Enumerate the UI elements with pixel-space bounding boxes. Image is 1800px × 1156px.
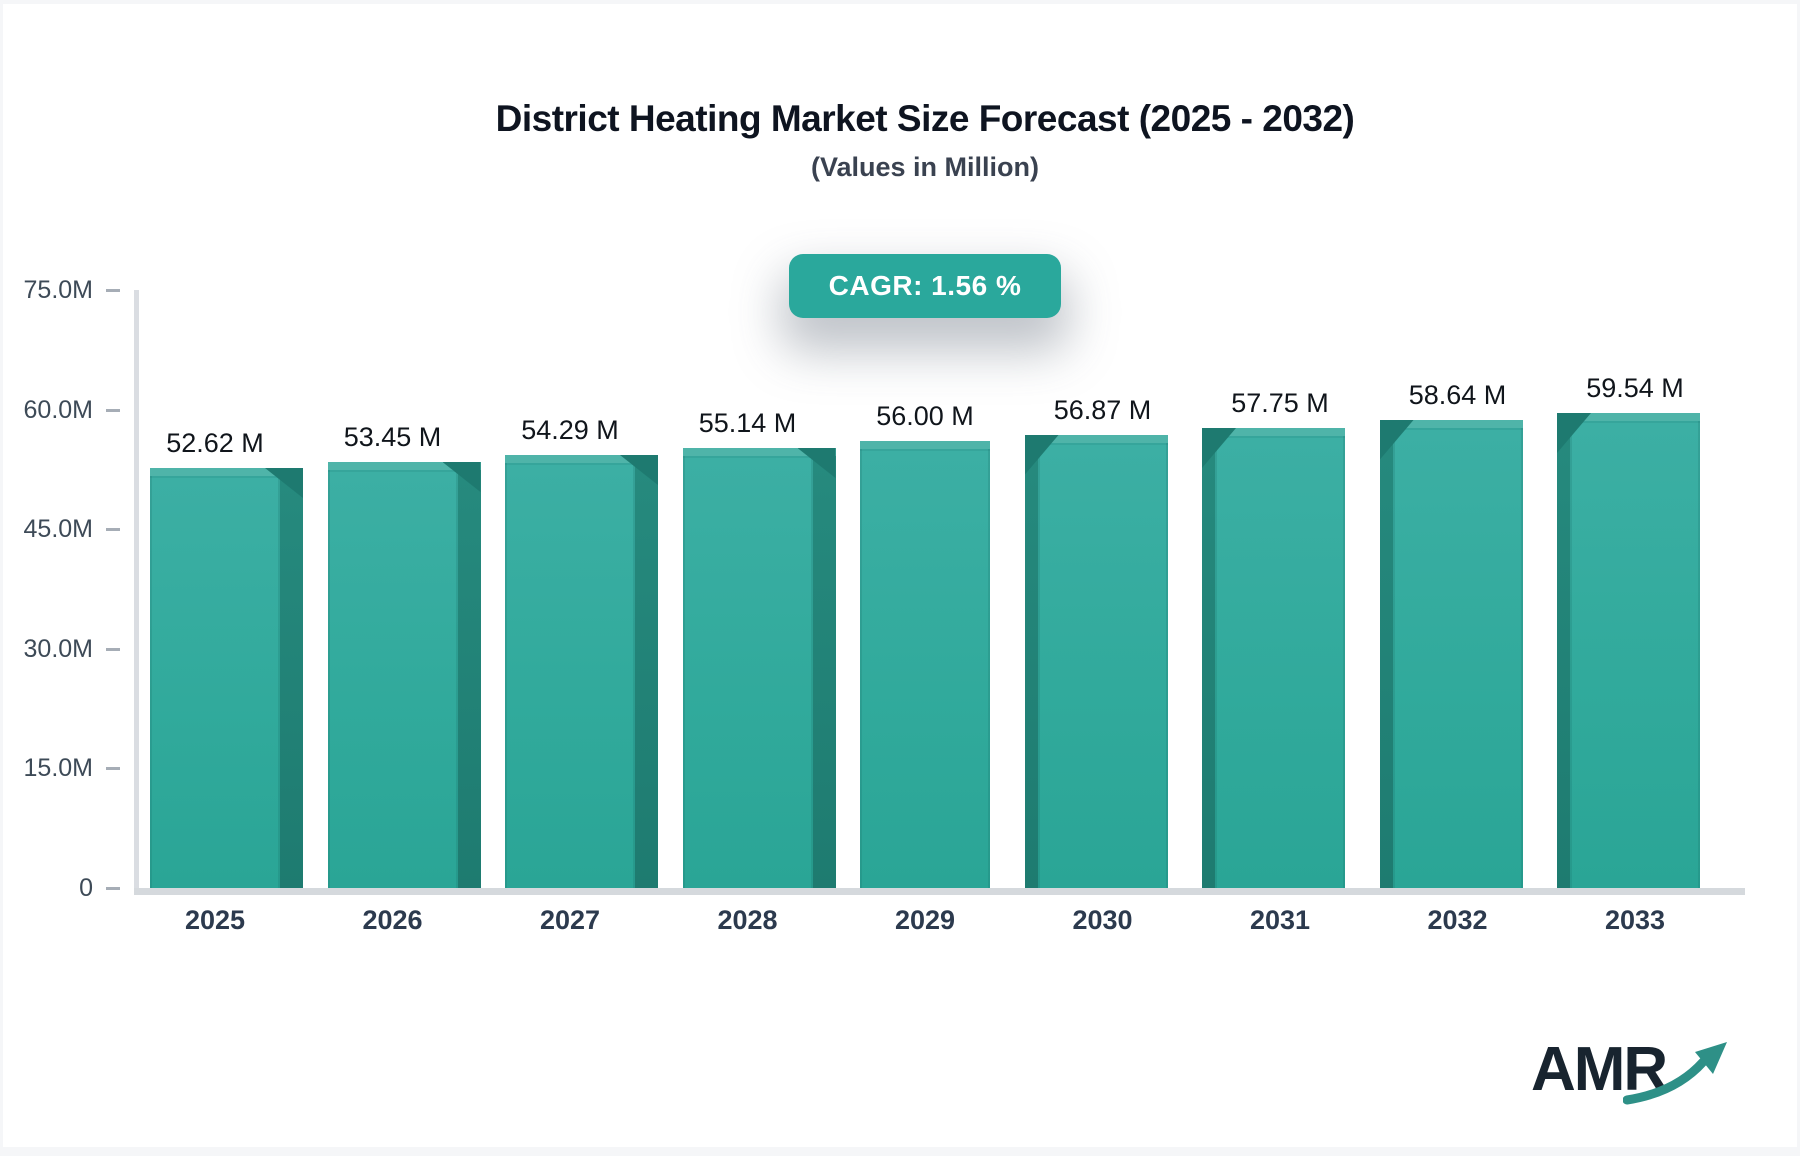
x-axis-label-2025: 2025 bbox=[184, 905, 246, 935]
bar-value-label: 56.87 M bbox=[1053, 395, 1152, 425]
bar-front-face bbox=[1037, 443, 1168, 888]
x-axis-label-2031: 2031 bbox=[1249, 905, 1311, 935]
y-axis-tick-mark bbox=[106, 409, 120, 412]
y-axis-tick-mark bbox=[106, 289, 120, 292]
bar-front-face bbox=[1570, 421, 1700, 888]
bar-2026[interactable]: 53.45 M bbox=[327, 422, 481, 888]
bar-2032[interactable]: 58.64 M bbox=[1379, 380, 1523, 888]
chart-card: District Heating Market Size Forecast (2… bbox=[3, 4, 1797, 1147]
bar-3d-side bbox=[635, 463, 658, 888]
bar-top-highlight bbox=[1557, 413, 1700, 421]
bar-front-face bbox=[1392, 428, 1523, 888]
bar-front-face bbox=[682, 456, 813, 888]
bar-front-face bbox=[505, 463, 635, 888]
bar-top-highlight bbox=[682, 448, 836, 456]
x-axis-label-2028: 2028 bbox=[717, 905, 778, 935]
y-axis-tick-mark bbox=[106, 767, 120, 770]
bar-front-face bbox=[150, 476, 280, 888]
bar-value-label: 59.54 M bbox=[1586, 373, 1684, 403]
y-axis-tick-label: 0 bbox=[79, 874, 93, 902]
bar-top-highlight bbox=[1379, 420, 1523, 428]
x-axis-label-2026: 2026 bbox=[362, 905, 423, 935]
cagr-badge: CAGR: 1.56 % bbox=[788, 254, 1062, 318]
bar-3d-side bbox=[1557, 421, 1570, 888]
y-axis-tick-label: 75.0M bbox=[23, 276, 93, 304]
bar-value-label: 53.45 M bbox=[343, 422, 442, 452]
amr-logo: AMR bbox=[1531, 1034, 1791, 1124]
x-axis-baseline bbox=[134, 888, 1745, 895]
bar-front-face bbox=[1215, 436, 1345, 888]
y-axis-tick-mark bbox=[106, 648, 120, 651]
x-axis-label-2027: 2027 bbox=[539, 905, 601, 935]
bar-2027[interactable]: 54.29 M bbox=[505, 415, 658, 888]
bar-2030[interactable]: 56.87 M bbox=[1024, 395, 1168, 888]
bar-2033[interactable]: 59.54 M bbox=[1557, 373, 1700, 888]
bar-3d-side bbox=[812, 456, 836, 888]
bar-3d-side bbox=[1379, 428, 1393, 888]
bar-top-highlight bbox=[150, 468, 303, 476]
y-axis-tick-mark bbox=[106, 887, 120, 890]
bar-value-label: 56.00 M bbox=[876, 401, 974, 431]
bar-3d-side bbox=[1202, 436, 1215, 888]
x-axis-label-2032: 2032 bbox=[1427, 905, 1488, 935]
bar-value-label: 52.62 M bbox=[166, 428, 264, 458]
y-axis-tick-label: 15.0M bbox=[23, 754, 93, 782]
bar-3d-side bbox=[1024, 443, 1038, 888]
y-axis-tick-label: 30.0M bbox=[23, 635, 93, 663]
bar-value-label: 54.29 M bbox=[521, 415, 619, 445]
bar-top-highlight bbox=[505, 455, 658, 463]
chart-title: District Heating Market Size Forecast (2… bbox=[495, 98, 1355, 139]
bar-3d-side bbox=[280, 476, 303, 888]
bar-2025[interactable]: 52.62 M bbox=[150, 428, 303, 888]
bar-top-highlight bbox=[327, 462, 481, 470]
bar-value-label: 57.75 M bbox=[1231, 388, 1329, 418]
y-axis-tick-mark bbox=[106, 528, 120, 531]
bar-3d-side bbox=[457, 470, 481, 888]
y-axis-tick-label: 60.0M bbox=[23, 396, 93, 424]
bar-2029[interactable]: 56.00 M bbox=[860, 401, 990, 888]
bar-2031[interactable]: 57.75 M bbox=[1202, 388, 1345, 888]
y-axis-tick-label: 45.0M bbox=[23, 515, 93, 543]
bar-2028[interactable]: 55.14 M bbox=[682, 408, 836, 888]
x-axis-label-2029: 2029 bbox=[894, 905, 956, 935]
x-axis-label-2030: 2030 bbox=[1072, 905, 1133, 935]
bar-front-face bbox=[327, 470, 458, 888]
x-axis-label-2033: 2033 bbox=[1604, 905, 1666, 935]
bar-front-face bbox=[860, 449, 990, 888]
bar-top-highlight bbox=[1024, 435, 1168, 443]
bar-value-label: 55.14 M bbox=[698, 408, 797, 438]
y-axis-line bbox=[134, 290, 139, 888]
chart-subtitle: (Values in Million) bbox=[810, 152, 1040, 182]
bar-top-highlight bbox=[1202, 428, 1345, 436]
growth-arrow-icon bbox=[1623, 1042, 1727, 1105]
bar-top-highlight bbox=[860, 441, 990, 449]
cagr-badge-band: CAGR: 1.56 % bbox=[55, 254, 1795, 318]
bar-value-label: 58.64 M bbox=[1408, 380, 1507, 410]
